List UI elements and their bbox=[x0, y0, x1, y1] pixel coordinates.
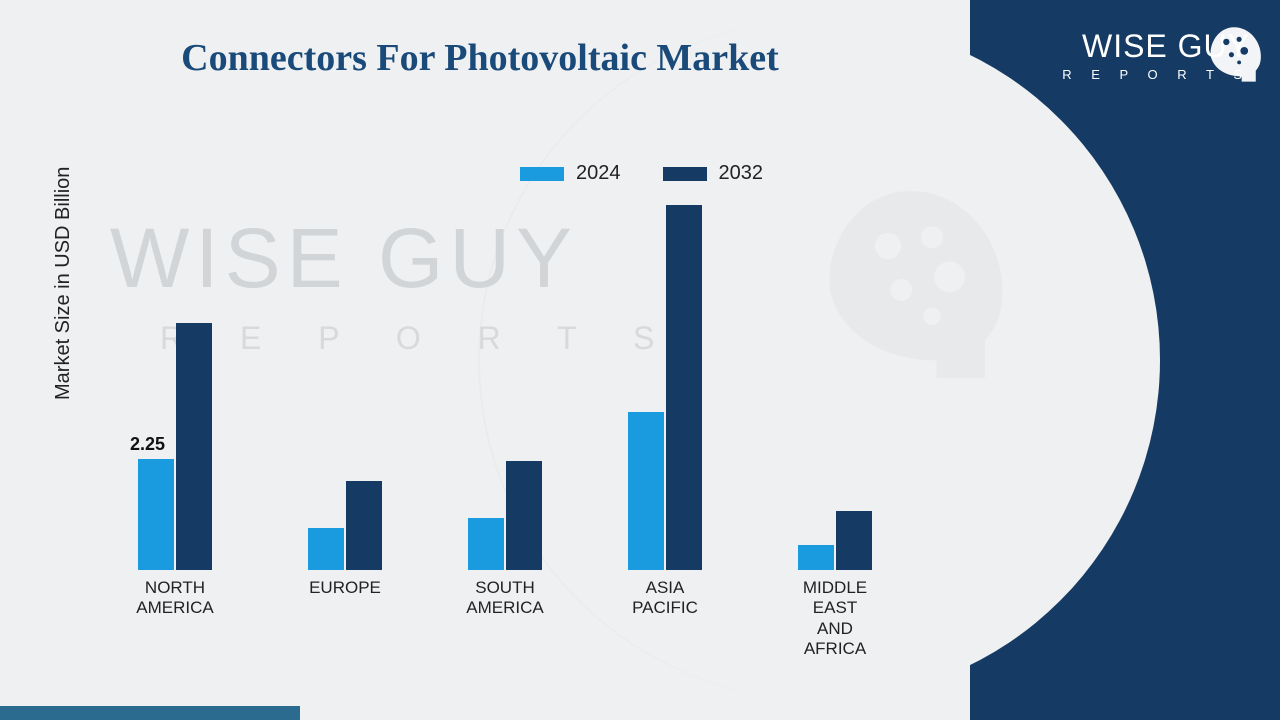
bar bbox=[798, 545, 834, 570]
bar-chart: 2.25NORTH AMERICAEUROPESOUTH AMERICAASIA… bbox=[110, 200, 930, 570]
bar bbox=[628, 412, 664, 570]
legend-swatch-2032 bbox=[663, 167, 707, 181]
bar bbox=[138, 459, 174, 570]
bar-group bbox=[290, 481, 400, 570]
bar bbox=[468, 518, 504, 570]
chart-title: Connectors For Photovoltaic Market bbox=[0, 36, 960, 80]
category-label: ASIA PACIFIC bbox=[605, 578, 725, 619]
plot-area: 2.25NORTH AMERICAEUROPESOUTH AMERICAASIA… bbox=[110, 200, 930, 570]
brand-head-icon bbox=[1202, 24, 1266, 88]
legend-swatch-2024 bbox=[520, 167, 564, 181]
bar-group bbox=[120, 323, 230, 570]
bar bbox=[506, 461, 542, 570]
category-label: EUROPE bbox=[285, 578, 405, 598]
bar-group bbox=[780, 511, 890, 570]
legend-label-2024: 2024 bbox=[576, 162, 621, 185]
bottom-accent-bar bbox=[0, 706, 300, 720]
bar bbox=[308, 528, 344, 570]
bar-group bbox=[450, 461, 560, 570]
bar bbox=[176, 323, 212, 570]
bar bbox=[346, 481, 382, 570]
bar bbox=[836, 511, 872, 570]
bar bbox=[666, 205, 702, 570]
category-label: SOUTH AMERICA bbox=[445, 578, 565, 619]
legend: 2024 2032 bbox=[520, 162, 763, 185]
category-label: NORTH AMERICA bbox=[115, 578, 235, 619]
legend-item-2032: 2032 bbox=[663, 162, 764, 185]
bar-group bbox=[610, 205, 720, 570]
y-axis-label: Market Size in USD Billion bbox=[52, 167, 75, 400]
legend-item-2024: 2024 bbox=[520, 162, 621, 185]
category-label: MIDDLE EAST AND AFRICA bbox=[775, 578, 895, 660]
legend-label-2032: 2032 bbox=[719, 162, 764, 185]
